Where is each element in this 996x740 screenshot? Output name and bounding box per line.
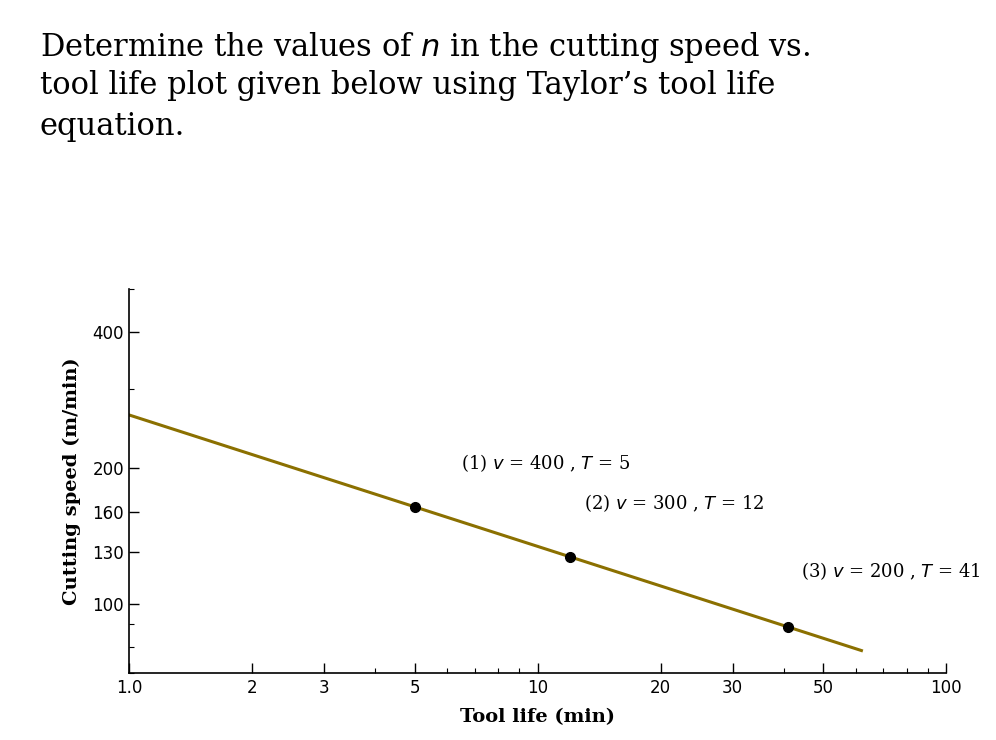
Text: (3) $v$ = 200 , $T$ = 41: (3) $v$ = 200 , $T$ = 41 xyxy=(801,560,980,582)
Text: (1) $v$ = 400 , $T$ = 5: (1) $v$ = 400 , $T$ = 5 xyxy=(461,452,630,474)
X-axis label: Tool life (min): Tool life (min) xyxy=(460,708,616,726)
Text: equation.: equation. xyxy=(40,111,185,142)
Text: (2) $v$ = 300 , $T$ = 12: (2) $v$ = 300 , $T$ = 12 xyxy=(585,492,765,514)
Y-axis label: Cutting speed (m/min): Cutting speed (m/min) xyxy=(63,357,81,605)
Text: Determine the values of $n$ in the cutting speed vs.: Determine the values of $n$ in the cutti… xyxy=(40,30,811,64)
Text: tool life plot given below using Taylor’s tool life: tool life plot given below using Taylor’… xyxy=(40,70,775,101)
